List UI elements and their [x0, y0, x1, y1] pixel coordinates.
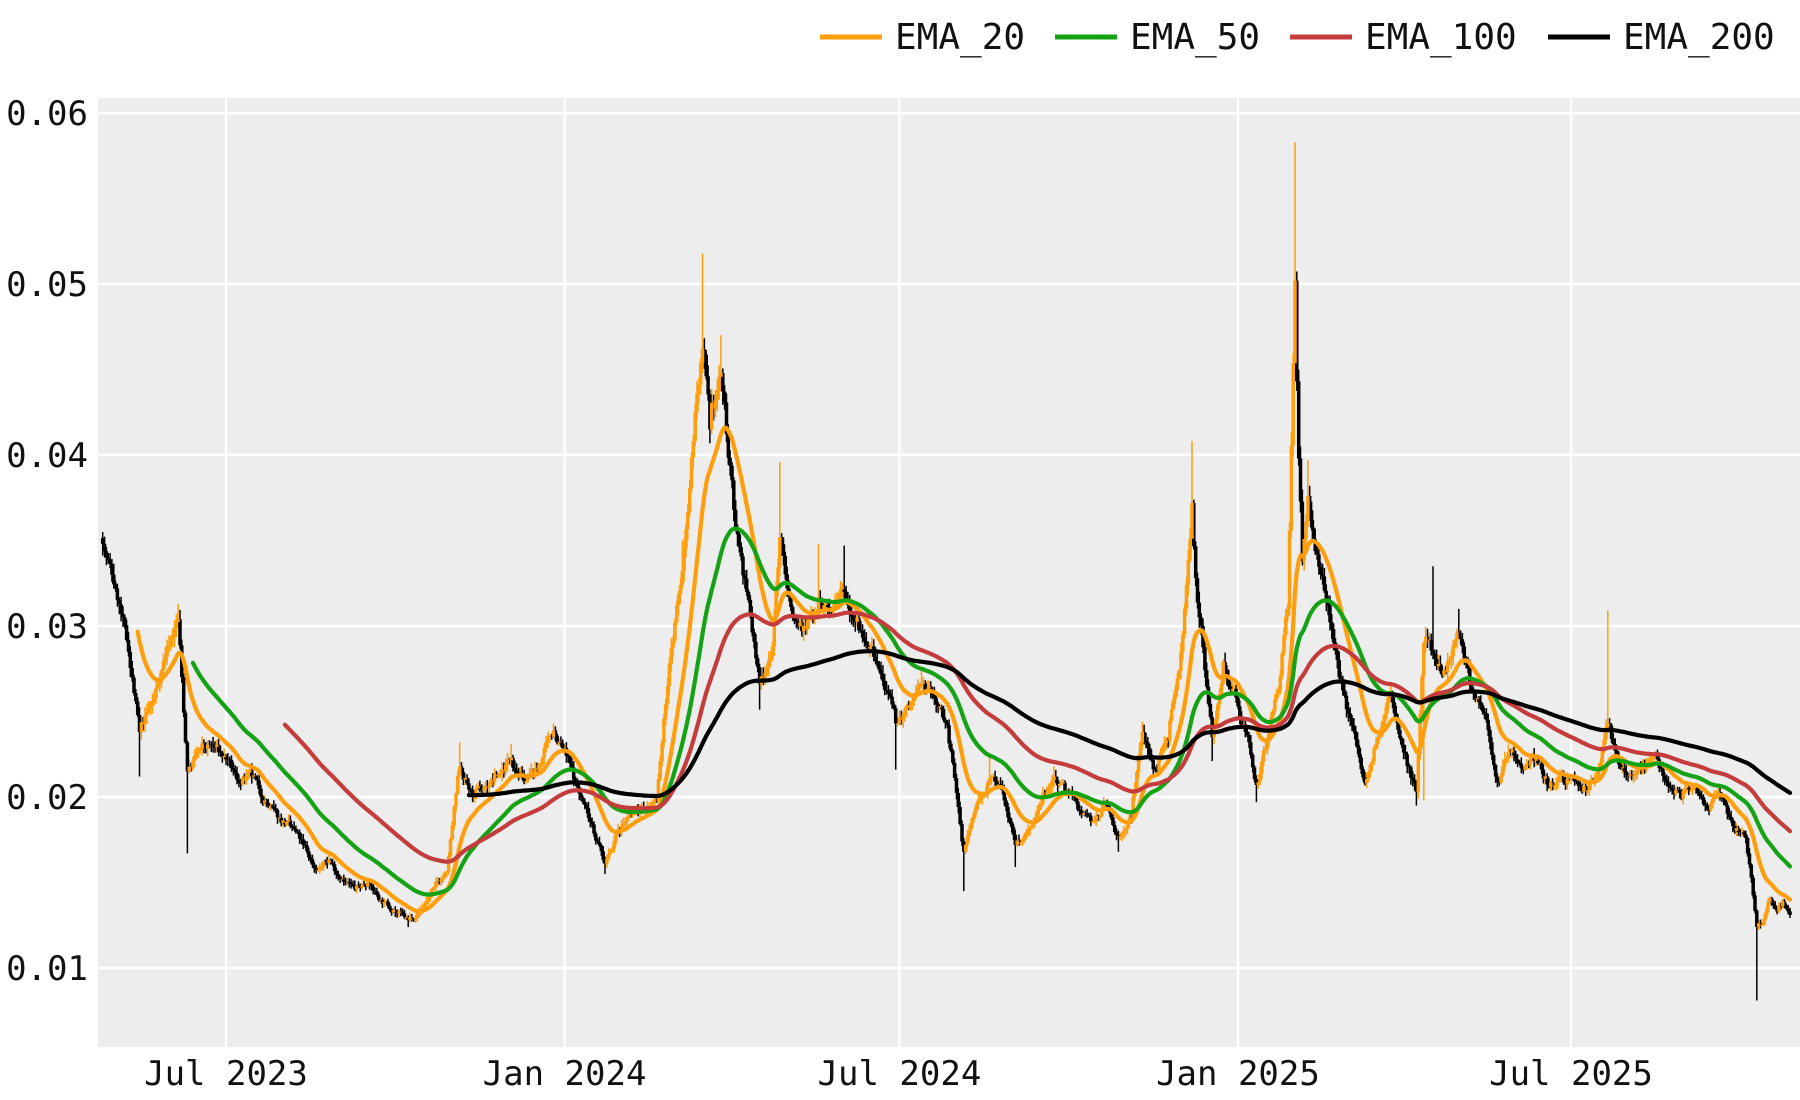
y-tick-label: 0.02	[6, 778, 88, 818]
candle-bodies-down	[100, 280, 1792, 927]
legend-label-ema_200: EMA_200	[1623, 17, 1775, 58]
ema-20-line	[135, 425, 1793, 914]
y-tick-label: 0.04	[6, 436, 88, 476]
legend-label-ema_100: EMA_100	[1365, 17, 1517, 58]
x-tick-label: Jul 2024	[818, 1054, 982, 1094]
x-tick-label: Jul 2025	[1489, 1054, 1653, 1094]
ema-200-line	[466, 649, 1793, 799]
y-tick-label: 0.03	[6, 607, 88, 647]
legend: EMA_20 EMA_50 EMA_100 EMA_200	[820, 17, 1775, 58]
legend-label-ema_20: EMA_20	[895, 17, 1025, 58]
y-tick-label: 0.06	[6, 94, 88, 134]
x-tick-label: Jan 2024	[483, 1054, 647, 1094]
y-tick-label: 0.05	[6, 265, 88, 305]
ema-100-line	[282, 610, 1793, 864]
legend-label-ema_50: EMA_50	[1130, 17, 1260, 58]
plot-area	[98, 98, 1800, 1047]
x-tick-label: Jul 2023	[144, 1054, 308, 1094]
y-tick-label: 0.01	[6, 949, 88, 989]
gridlines	[98, 98, 1800, 1047]
x-tick-label: Jan 2025	[1156, 1054, 1320, 1094]
plot-content	[100, 142, 1793, 1001]
axis-tick-labels: 0.06 0.05 0.04 0.03 0.02 0.01 Jul 2023 Jan 2024…	[6, 94, 1653, 1094]
ema-50-line	[190, 526, 1793, 897]
